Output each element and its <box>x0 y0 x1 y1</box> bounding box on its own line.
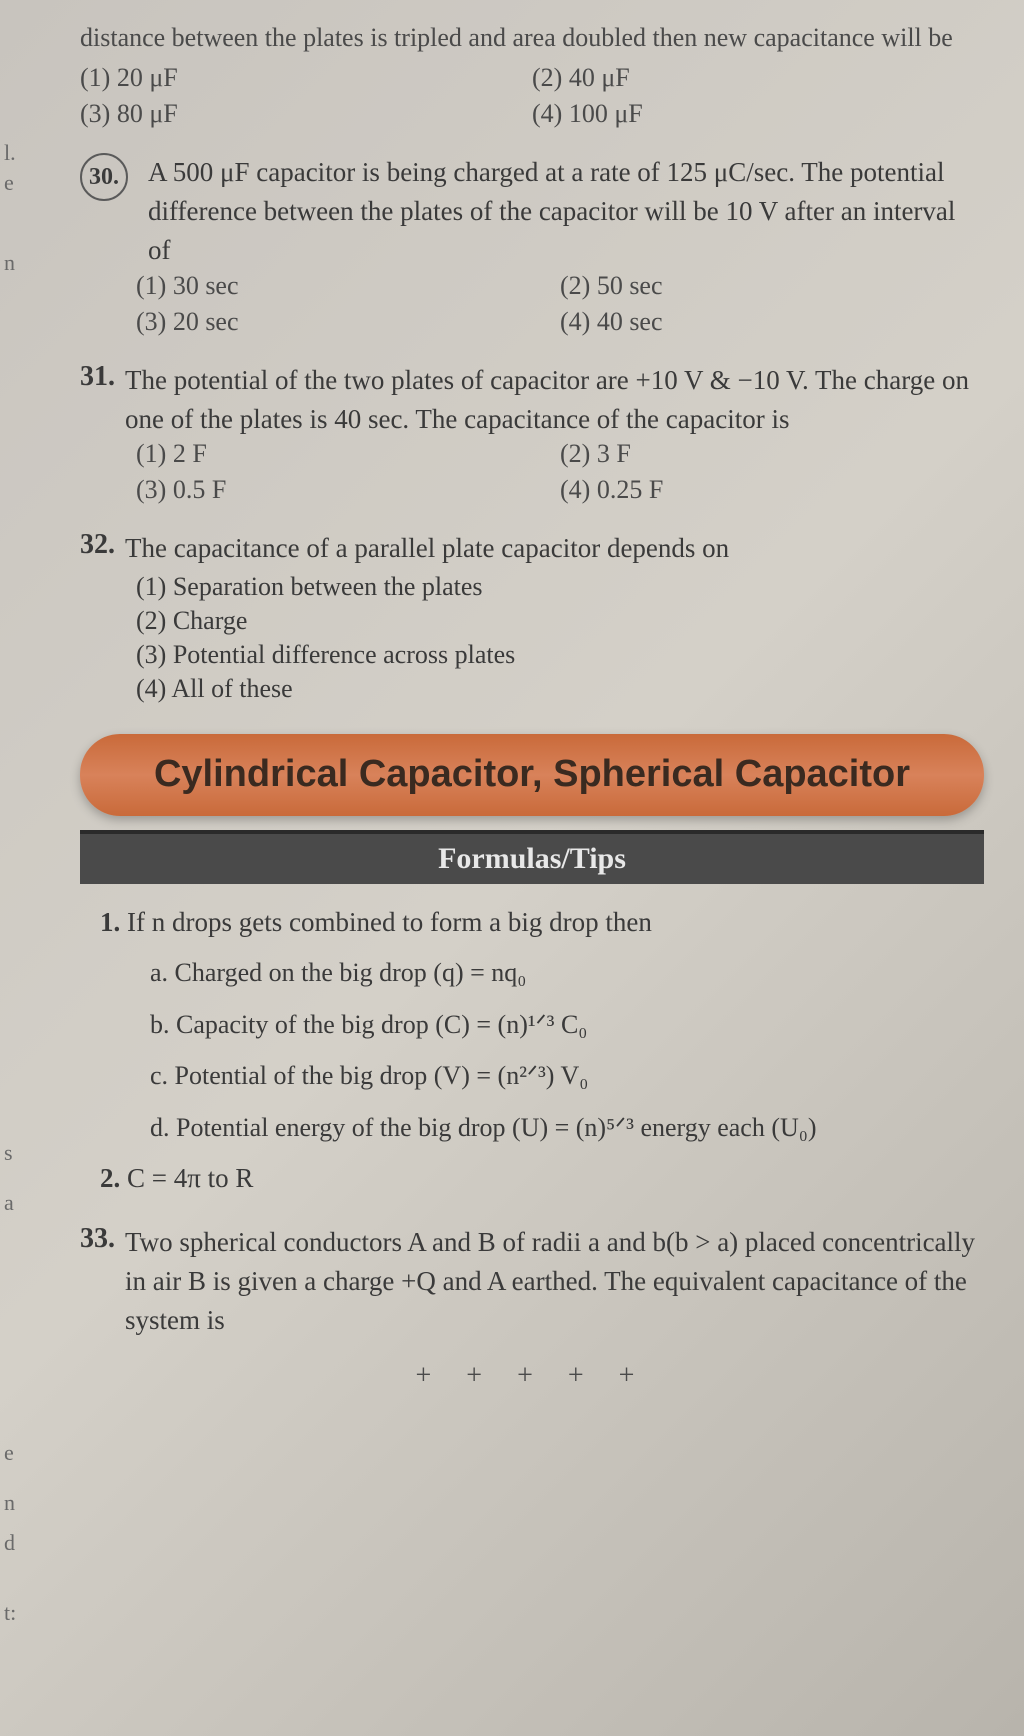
options-row: (3) 20 sec (4) 40 sec <box>136 307 984 337</box>
margin-letter: e <box>4 1440 14 1466</box>
option-32-2: (2) Charge <box>136 606 984 636</box>
formula-1d: d. Potential energy of the big drop (U) … <box>150 1107 984 1149</box>
formula-2: 2. C = 4π to R <box>100 1158 984 1199</box>
formula-1: 1. If n drops gets combined to form a bi… <box>100 902 984 943</box>
option-31-3: (3) 0.5 F <box>136 475 560 505</box>
option-30-4: (4) 40 sec <box>560 307 984 337</box>
option-29-3: (3) 80 μF <box>80 99 532 129</box>
options-row: (1) 2 F (2) 3 F <box>136 439 984 469</box>
options-row: (3) 80 μF (4) 100 μF <box>80 99 984 129</box>
question-32-text: The capacitance of a parallel plate capa… <box>125 529 984 568</box>
page-content: l. e n s a e n d t: distance between the… <box>0 0 1024 1412</box>
diagram-plus-icons: + + + + + <box>80 1360 984 1392</box>
formulas-block: 1. If n drops gets combined to form a bi… <box>80 902 984 1199</box>
question-31-text: The potential of the two plates of capac… <box>125 361 984 439</box>
margin-letter: n <box>4 250 15 276</box>
margin-letter: d <box>4 1530 15 1556</box>
formula-1-num: 1. <box>100 907 120 937</box>
options-row: (3) 0.5 F (4) 0.25 F <box>136 475 984 505</box>
question-32: 32. The capacitance of a parallel plate … <box>80 529 984 704</box>
options-row: (1) 20 μF (2) 40 μF <box>80 63 984 93</box>
question-29-intro: distance between the plates is tripled a… <box>80 20 984 55</box>
question-31-number: 31. <box>80 361 115 393</box>
formula-2-text: C = 4π to R <box>127 1163 253 1193</box>
question-29: distance between the plates is tripled a… <box>80 20 984 129</box>
question-30-number: 30. <box>80 153 128 201</box>
option-30-3: (3) 20 sec <box>136 307 560 337</box>
question-33-number: 33. <box>80 1223 115 1255</box>
formula-2-num: 2. <box>100 1163 120 1193</box>
option-29-2: (2) 40 μF <box>532 63 984 93</box>
options-row: (1) 30 sec (2) 50 sec <box>136 271 984 301</box>
option-29-4: (4) 100 μF <box>532 99 984 129</box>
formula-1a: a. Charged on the big drop (q) = nq₀ <box>150 952 984 994</box>
margin-letter: e <box>4 170 14 196</box>
question-30: 30. A 500 μF capacitor is being charged … <box>80 153 984 336</box>
question-33: 33. Two spherical conductors A and B of … <box>80 1223 984 1340</box>
question-30-text: A 500 μF capacitor is being charged at a… <box>148 153 984 270</box>
option-31-2: (2) 3 F <box>560 439 984 469</box>
margin-letter: n <box>4 1490 15 1516</box>
formula-1-text: If n drops gets combined to form a big d… <box>127 907 652 937</box>
margin-letter: s <box>4 1140 13 1166</box>
question-33-text: Two spherical conductors A and B of radi… <box>125 1223 984 1340</box>
margin-letter: a <box>4 1190 14 1216</box>
section-header: Cylindrical Capacitor, Spherical Capacit… <box>80 734 984 816</box>
option-30-1: (1) 30 sec <box>136 271 560 301</box>
question-32-number: 32. <box>80 529 115 561</box>
margin-letter: l. <box>4 140 16 166</box>
option-32-1: (1) Separation between the plates <box>136 572 984 602</box>
option-31-1: (1) 2 F <box>136 439 560 469</box>
option-30-2: (2) 50 sec <box>560 271 984 301</box>
formula-1b: b. Capacity of the big drop (C) = (n)¹ᐟ³… <box>150 1004 984 1046</box>
option-32-4: (4) All of these <box>136 674 984 704</box>
option-31-4: (4) 0.25 F <box>560 475 984 505</box>
option-29-1: (1) 20 μF <box>80 63 532 93</box>
question-31: 31. The potential of the two plates of c… <box>80 361 984 505</box>
margin-letter: t: <box>4 1600 16 1626</box>
formula-1c: c. Potential of the big drop (V) = (n²ᐟ³… <box>150 1055 984 1097</box>
section-subheader: Formulas/Tips <box>80 830 984 884</box>
option-32-3: (3) Potential difference across plates <box>136 640 984 670</box>
